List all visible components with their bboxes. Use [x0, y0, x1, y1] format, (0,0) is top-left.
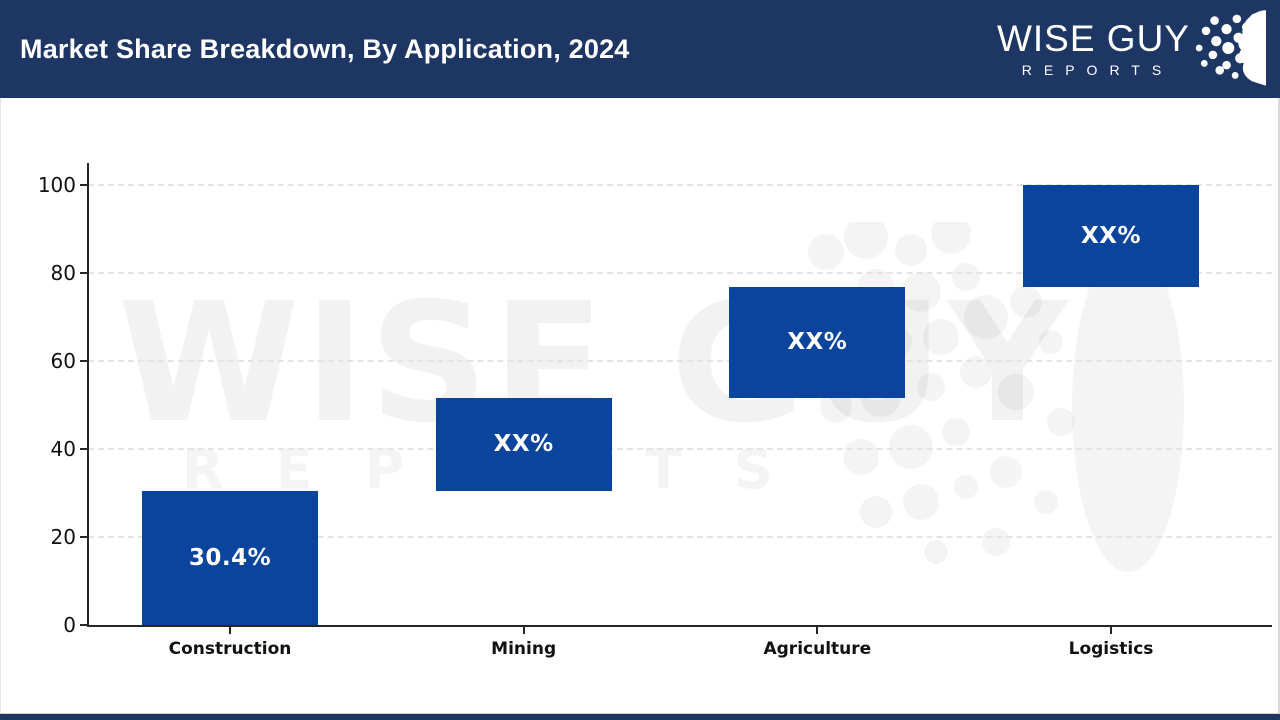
right-edge-line	[1278, 98, 1280, 713]
logo-face-icon	[1195, 10, 1266, 86]
y-tick-mark	[80, 184, 88, 186]
x-tick-mark	[522, 627, 525, 634]
header-bar: Market Share Breakdown, By Application, …	[0, 0, 1280, 98]
y-tick-mark	[80, 536, 88, 538]
y-tick-mark	[80, 360, 88, 362]
y-tick-label: 60	[50, 349, 76, 373]
x-tick-mark	[816, 627, 819, 634]
logo-name: WISE GUY	[996, 18, 1190, 59]
y-tick-label: 100	[37, 173, 76, 197]
logo-sub: REPORTS	[1021, 62, 1174, 78]
y-tick-label: 40	[50, 437, 76, 461]
x-tick-label: Mining	[491, 639, 557, 659]
logo-text: WISE GUY REPORTS	[997, 18, 1190, 78]
x-tick-mark	[1110, 627, 1112, 634]
x-tick-label: Construction	[168, 639, 292, 659]
x-tick-label: Logistics	[1068, 639, 1154, 659]
y-axis-spine	[87, 163, 89, 627]
bar-construction: 30.4%	[142, 491, 318, 625]
y-tick-label: 80	[50, 261, 76, 285]
gridline	[88, 272, 1272, 274]
footer-bar	[0, 713, 1280, 720]
x-axis-spine	[87, 625, 1272, 627]
y-tick-mark	[80, 272, 88, 274]
bar-agriculture: XX%	[729, 286, 906, 398]
y-tick-label: 0	[63, 613, 76, 637]
bar-mining: XX%	[435, 397, 612, 492]
x-tick-label: Agriculture	[763, 639, 872, 659]
y-tick-mark	[80, 448, 88, 450]
chart-title: Market Share Breakdown, By Application, …	[20, 33, 630, 64]
y-tick-label: 20	[50, 525, 76, 549]
gridline	[88, 360, 1272, 362]
bar-value-label: XX%	[787, 329, 848, 356]
x-tick-mark	[229, 627, 231, 634]
bar-value-label: XX%	[1080, 222, 1141, 249]
bar-logistics: XX%	[1023, 185, 1199, 287]
gridline	[88, 536, 1272, 538]
bar-value-label: XX%	[493, 431, 554, 458]
y-tick-mark	[80, 624, 88, 626]
gridline	[88, 184, 1272, 186]
wise-guy-logo: WISE GUY REPORTS	[997, 6, 1266, 90]
left-edge-line	[0, 98, 1, 713]
bar-value-label: 30.4%	[188, 545, 272, 572]
gridline	[88, 448, 1272, 450]
